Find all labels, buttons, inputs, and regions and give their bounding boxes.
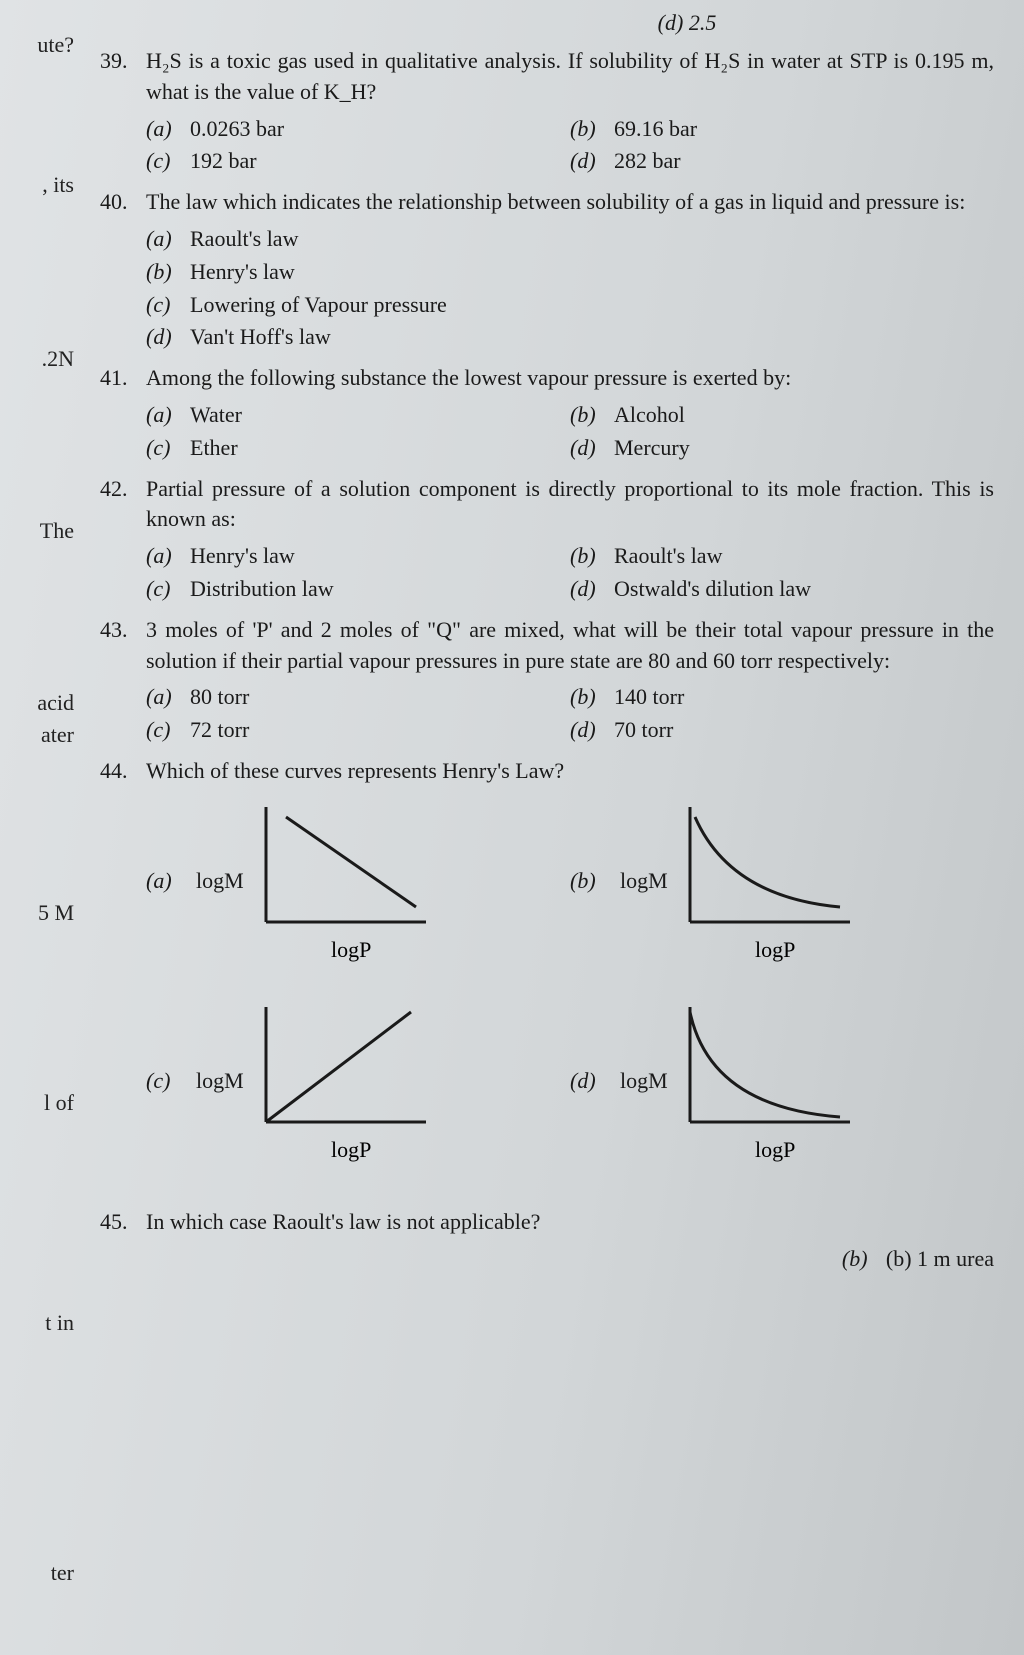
question-number: 43.	[100, 615, 146, 746]
option-a: (a)Water	[146, 400, 570, 431]
margin-note: .2N	[42, 346, 74, 372]
option-c: (c)72 torr	[146, 715, 570, 746]
options-fragment: (b)(b) 1 m urea	[146, 1242, 994, 1275]
option-b: (b)69.16 bar	[570, 114, 994, 145]
options: (a)Raoult's law (b)Henry's law (c)Loweri…	[146, 222, 994, 353]
question-body: Which of these curves represents Henry's…	[146, 756, 994, 1197]
x-axis-label: logP	[331, 937, 371, 962]
margin-note: acid	[37, 690, 74, 716]
question-text: H₂S is a toxic gas used in qualitative a…	[146, 46, 994, 108]
question-number: 41.	[100, 363, 146, 463]
question-number: 39.	[100, 46, 146, 177]
options: (a)0.0263 bar (b)69.16 bar (c)192 bar (d…	[146, 112, 994, 178]
question-39: 39. H₂S is a toxic gas used in qualitati…	[100, 46, 994, 177]
question-text: Partial pressure of a solution component…	[146, 474, 994, 536]
option-a: (a)80 torr	[146, 682, 570, 713]
question-number: 44.	[100, 756, 146, 1197]
question-number: 42.	[100, 474, 146, 605]
option-b: (b)Raoult's law	[570, 541, 994, 572]
option-c: (c)Lowering of Vapour pressure	[146, 290, 994, 321]
y-axis-label: logM	[196, 866, 244, 897]
question-body: In which case Raoult's law is not applic…	[146, 1207, 994, 1275]
x-axis-label: logP	[755, 937, 795, 962]
option-a: (a)0.0263 bar	[146, 114, 570, 145]
margin-note: ute?	[37, 32, 74, 58]
question-45: 45. In which case Raoult's law is not ap…	[100, 1207, 994, 1275]
x-axis-label: logP	[755, 1137, 795, 1162]
question-body: Partial pressure of a solution component…	[146, 474, 994, 605]
question-text: Which of these curves represents Henry's…	[146, 756, 994, 787]
question-number: 45.	[100, 1207, 146, 1275]
question-text: Among the following substance the lowest…	[146, 363, 994, 394]
top-fragment: (d) 2.5	[380, 10, 994, 36]
option-c: (c)Distribution law	[146, 574, 570, 605]
graph-option-a: (a) logM logP	[146, 797, 570, 967]
question-body: The law which indicates the relationship…	[146, 187, 994, 353]
graph-option-d: (d) logM logP	[570, 997, 994, 1167]
question-41: 41. Among the following substance the lo…	[100, 363, 994, 463]
y-axis-label: logM	[196, 1066, 244, 1097]
option-b: (b)140 torr	[570, 682, 994, 713]
chart-a: logP	[246, 797, 436, 967]
graph-options: (a) logM logP (b)	[146, 797, 994, 1197]
content-area: (d) 2.5 39. H₂S is a toxic gas used in q…	[100, 10, 994, 1274]
options: (a)80 torr (b)140 torr (c)72 torr (d)70 …	[146, 680, 994, 746]
option-d: (d)Mercury	[570, 433, 994, 464]
question-body: H₂S is a toxic gas used in qualitative a…	[146, 46, 994, 177]
chart-d: logP	[670, 997, 860, 1167]
option-d: (d)70 torr	[570, 715, 994, 746]
question-number: 40.	[100, 187, 146, 353]
chart-c: logP	[246, 997, 436, 1167]
option-a: (a)Raoult's law	[146, 224, 994, 255]
margin-note: 5 M	[38, 900, 74, 926]
x-axis-label: logP	[331, 1137, 371, 1162]
margin-note: t in	[45, 1310, 74, 1336]
question-44: 44. Which of these curves represents Hen…	[100, 756, 994, 1197]
option-c: (c)Ether	[146, 433, 570, 464]
option-b-fragment: (b)(b) 1 m urea	[842, 1244, 994, 1275]
page: ute? , its .2N The acid ater 5 M l of t …	[0, 0, 1024, 1655]
question-body: 3 moles of 'P' and 2 moles of "Q" are mi…	[146, 615, 994, 746]
question-42: 42. Partial pressure of a solution compo…	[100, 474, 994, 605]
margin-note: ater	[41, 722, 74, 748]
option-b: (b)Henry's law	[146, 257, 994, 288]
question-text: The law which indicates the relationship…	[146, 187, 994, 218]
options: (a)Water (b)Alcohol (c)Ether (d)Mercury	[146, 398, 994, 464]
option-b: (b)Alcohol	[570, 400, 994, 431]
graph-option-b: (b) logM logP	[570, 797, 994, 967]
question-body: Among the following substance the lowest…	[146, 363, 994, 463]
margin-note: l of	[44, 1090, 74, 1116]
question-40: 40. The law which indicates the relation…	[100, 187, 994, 353]
options: (a)Henry's law (b)Raoult's law (c)Distri…	[146, 539, 994, 605]
option-a: (a)Henry's law	[146, 541, 570, 572]
question-text: 3 moles of 'P' and 2 moles of "Q" are mi…	[146, 615, 994, 677]
y-axis-label: logM	[620, 1066, 668, 1097]
option-d: (d)Ostwald's dilution law	[570, 574, 994, 605]
chart-b: logP	[670, 797, 860, 967]
margin-note: , its	[42, 172, 74, 198]
margin-note: The	[40, 518, 74, 544]
question-43: 43. 3 moles of 'P' and 2 moles of "Q" ar…	[100, 615, 994, 746]
y-axis-label: logM	[620, 866, 668, 897]
option-c: (c)192 bar	[146, 146, 570, 177]
question-text: In which case Raoult's law is not applic…	[146, 1207, 994, 1238]
graph-option-c: (c) logM logP	[146, 997, 570, 1167]
margin-note: ter	[51, 1560, 74, 1586]
option-d: (d)Van't Hoff's law	[146, 322, 994, 353]
option-d: (d)282 bar	[570, 146, 994, 177]
